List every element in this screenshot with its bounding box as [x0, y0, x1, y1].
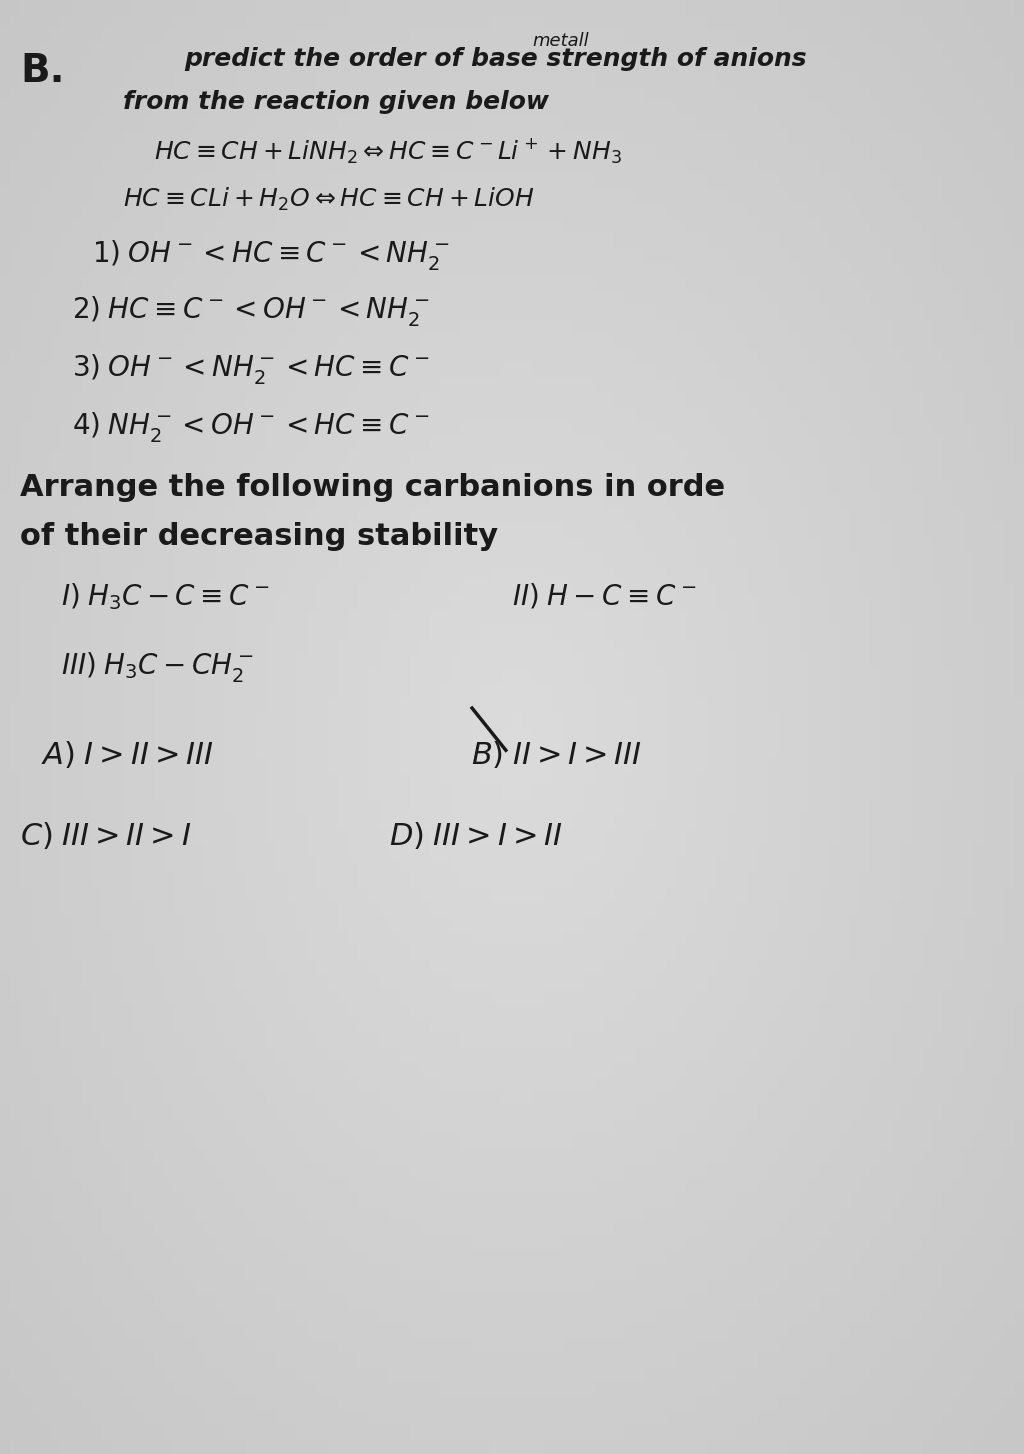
- Text: $HC\equiv CLi + H_2O \Leftrightarrow HC\equiv CH + LiOH$: $HC\equiv CLi + H_2O \Leftrightarrow HC\…: [123, 186, 535, 214]
- Text: $1)\; OH^- < HC\equiv C^- < NH_2^-$: $1)\; OH^- < HC\equiv C^- < NH_2^-$: [92, 238, 450, 272]
- Text: metall: metall: [532, 32, 589, 49]
- Text: $HC\equiv CH + LiNH_2 \Leftrightarrow HC\equiv C^-Li^+ + NH_3$: $HC\equiv CH + LiNH_2 \Leftrightarrow HC…: [154, 137, 622, 166]
- Text: $B)\; II > I > III$: $B)\; II > I > III$: [471, 739, 642, 769]
- Text: $4)\; NH_2^- < OH^- < HC\equiv C^-$: $4)\; NH_2^- < OH^- < HC\equiv C^-$: [72, 410, 429, 443]
- Text: of their decreasing stability: of their decreasing stability: [20, 522, 499, 551]
- Text: predict the order of base strength of anions: predict the order of base strength of an…: [184, 47, 807, 71]
- Text: $III)\; H_3C-CH_2^-$: $III)\; H_3C-CH_2^-$: [61, 650, 254, 683]
- Text: $3)\; OH^- < NH_2^- < HC\equiv C^-$: $3)\; OH^- < NH_2^- < HC\equiv C^-$: [72, 352, 429, 385]
- Text: $D)\; III > I > II$: $D)\; III > I > II$: [389, 820, 563, 851]
- Text: $I)\; H_3C-C\equiv C^-$: $I)\; H_3C-C\equiv C^-$: [61, 582, 270, 612]
- Text: B.: B.: [20, 52, 65, 90]
- Text: from the reaction given below: from the reaction given below: [123, 90, 549, 115]
- Text: $A)\; I > II > III$: $A)\; I > II > III$: [41, 739, 214, 769]
- Text: Arrange the following carbanions in orde: Arrange the following carbanions in orde: [20, 473, 726, 502]
- Text: $2)\; HC\equiv C^- < OH^- < NH_2^-$: $2)\; HC\equiv C^- < OH^- < NH_2^-$: [72, 294, 429, 327]
- Text: $II)\; H-C\equiv C^-$: $II)\; H-C\equiv C^-$: [512, 582, 696, 611]
- Text: $C)\; III > II > I$: $C)\; III > II > I$: [20, 820, 191, 851]
